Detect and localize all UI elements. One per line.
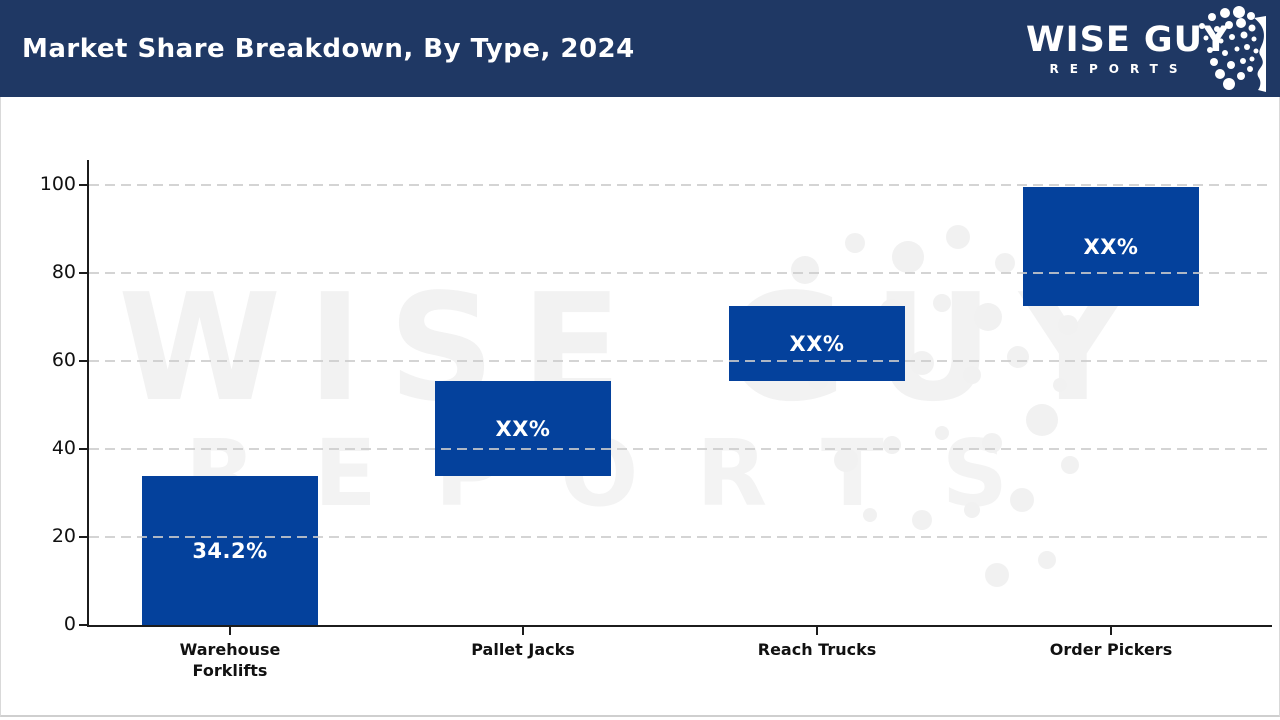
bar-value-label: XX%	[495, 416, 551, 441]
bar-value-label: 34.2%	[192, 538, 268, 563]
bar-reach-trucks: XX%	[729, 306, 905, 381]
y-axis-line	[87, 160, 89, 627]
y-tick-label-20: 20	[51, 525, 76, 547]
y-tick-label-100: 100	[39, 173, 76, 195]
x-category-label-reach-trucks: Reach Trucks	[757, 640, 877, 659]
y-tick-mark	[79, 536, 87, 538]
bar-value-label: XX%	[789, 331, 845, 356]
y-tick-label-60: 60	[51, 349, 76, 371]
x-tick-mark	[1110, 627, 1112, 635]
y-tick-mark	[79, 448, 87, 450]
x-tick-mark	[816, 627, 818, 635]
wise-guy-reports-logo: WISE GUY REPORTS	[1026, 6, 1266, 92]
x-tick-mark	[522, 627, 524, 635]
watermark-text-wiseguy: WISE GUY	[118, 262, 1153, 434]
gridline-80	[89, 272, 1272, 274]
gridline-20	[89, 536, 1272, 538]
y-tick-label-40: 40	[51, 437, 76, 459]
header-bar: Market Share Breakdown, By Type, 2024 WI…	[0, 0, 1280, 97]
x-tick-mark	[229, 627, 231, 635]
bar-pallet-jacks: XX%	[435, 381, 611, 476]
y-tick-mark	[79, 624, 87, 626]
y-tick-label-80: 80	[51, 261, 76, 283]
gridline-40	[89, 448, 1272, 450]
logo-face-icon	[1199, 6, 1266, 92]
bar-order-pickers: XX%	[1023, 187, 1199, 306]
x-category-label-pallet-jacks: Pallet Jacks	[471, 640, 575, 659]
x-category-label-order-pickers: Order Pickers	[1049, 640, 1173, 659]
bar-warehouse-forklifts: 34.2%	[142, 476, 318, 625]
gridline-60	[89, 360, 1272, 362]
y-tick-mark	[79, 272, 87, 274]
gridline-100	[89, 184, 1272, 186]
y-tick-mark	[79, 360, 87, 362]
y-tick-mark	[79, 184, 87, 186]
x-category-label-warehouse-forklifts: Warehouse Forklifts	[179, 640, 281, 681]
logo-wiseguy-text: WISE GUY	[1026, 20, 1230, 60]
logo-reports-text: REPORTS	[1049, 61, 1189, 76]
bar-value-label: XX%	[1083, 234, 1139, 259]
y-tick-label-0: 0	[63, 613, 76, 635]
chart-title: Market Share Breakdown, By Type, 2024	[22, 34, 635, 64]
logo-text: WISE GUY REPORTS	[1026, 20, 1230, 76]
x-axis-line	[87, 625, 1272, 627]
